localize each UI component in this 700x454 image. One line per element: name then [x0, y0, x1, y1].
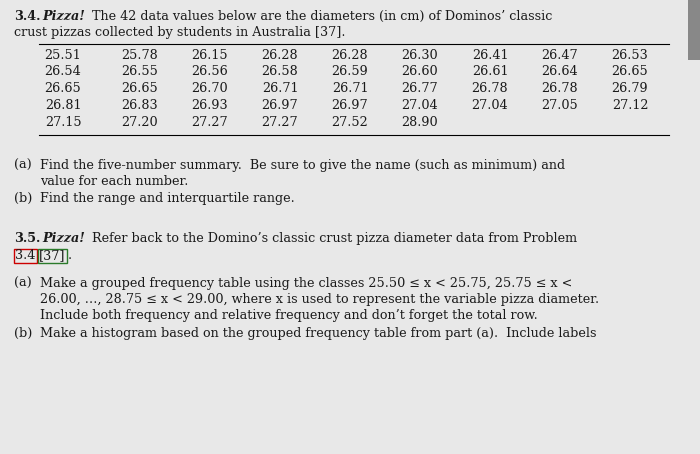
Text: 26.61: 26.61 — [472, 65, 508, 79]
Text: Find the range and interquartile range.: Find the range and interquartile range. — [40, 192, 295, 205]
Text: value for each number.: value for each number. — [40, 175, 188, 188]
Text: 26.65: 26.65 — [612, 65, 648, 79]
Text: 26.28: 26.28 — [332, 49, 368, 62]
Text: 26.78: 26.78 — [542, 82, 578, 95]
Text: (a): (a) — [14, 277, 32, 290]
Text: 26.97: 26.97 — [262, 99, 298, 112]
Text: 26.60: 26.60 — [402, 65, 438, 79]
Text: 26.00, …, 28.75 ≤ x < 29.00, where x is used to represent the variable pizza dia: 26.00, …, 28.75 ≤ x < 29.00, where x is … — [40, 293, 599, 306]
Text: 26.55: 26.55 — [122, 65, 158, 79]
Text: 26.93: 26.93 — [192, 99, 228, 112]
Text: 26.28: 26.28 — [262, 49, 298, 62]
Text: 26.56: 26.56 — [192, 65, 228, 79]
Text: Pizza!: Pizza! — [42, 10, 85, 23]
Text: (b): (b) — [14, 326, 32, 340]
Text: 26.65: 26.65 — [122, 82, 158, 95]
Text: 3.4: 3.4 — [15, 249, 35, 262]
Text: crust pizzas collected by students in Australia [37].: crust pizzas collected by students in Au… — [14, 26, 346, 39]
Text: 27.12: 27.12 — [612, 99, 648, 112]
Text: (b): (b) — [14, 192, 32, 205]
Text: Pizza!: Pizza! — [42, 232, 85, 245]
Text: Find the five-number summary.  Be sure to give the name (such as minimum) and: Find the five-number summary. Be sure to… — [40, 158, 565, 172]
Text: 26.53: 26.53 — [612, 49, 648, 62]
Text: 27.04: 27.04 — [402, 99, 438, 112]
Text: [37]: [37] — [38, 249, 65, 262]
Bar — [688, 0, 700, 60]
Text: 26.54: 26.54 — [45, 65, 81, 79]
Text: 26.79: 26.79 — [612, 82, 648, 95]
Text: Make a grouped frequency table using the classes 25.50 ≤ x < 25.75, 25.75 ≤ x <: Make a grouped frequency table using the… — [40, 277, 573, 290]
Text: Refer back to the Domino’s classic crust pizza diameter data from Problem: Refer back to the Domino’s classic crust… — [92, 232, 577, 245]
Text: 27.15: 27.15 — [45, 116, 81, 129]
Text: 26.71: 26.71 — [332, 82, 368, 95]
Text: 27.27: 27.27 — [192, 116, 228, 129]
Text: 27.05: 27.05 — [542, 99, 578, 112]
Text: 26.83: 26.83 — [122, 99, 158, 112]
Text: 26.30: 26.30 — [402, 49, 438, 62]
Text: (a): (a) — [14, 158, 32, 172]
Text: 26.70: 26.70 — [192, 82, 228, 95]
Text: 27.04: 27.04 — [472, 99, 508, 112]
Text: 26.41: 26.41 — [472, 49, 508, 62]
Text: 27.27: 27.27 — [262, 116, 298, 129]
Text: 26.59: 26.59 — [332, 65, 368, 79]
Text: 27.52: 27.52 — [332, 116, 368, 129]
Text: 3.4.: 3.4. — [14, 10, 41, 23]
Text: 25.51: 25.51 — [45, 49, 81, 62]
Text: .: . — [68, 249, 72, 262]
Text: 26.81: 26.81 — [45, 99, 81, 112]
Text: 28.90: 28.90 — [402, 116, 438, 129]
Text: 27.20: 27.20 — [122, 116, 158, 129]
Text: 3.5.: 3.5. — [14, 232, 41, 245]
Text: 26.64: 26.64 — [542, 65, 578, 79]
Text: Make a histogram based on the grouped frequency table from part (a).  Include la: Make a histogram based on the grouped fr… — [40, 326, 596, 340]
Text: 25.78: 25.78 — [122, 49, 158, 62]
Text: 26.78: 26.78 — [472, 82, 508, 95]
Text: The 42 data values below are the diameters (in cm) of Dominos’ classic: The 42 data values below are the diamete… — [92, 10, 552, 23]
Text: 26.97: 26.97 — [332, 99, 368, 112]
Text: 26.58: 26.58 — [262, 65, 298, 79]
Text: Include both frequency and relative frequency and don’t forget the total row.: Include both frequency and relative freq… — [40, 309, 538, 322]
Text: 26.71: 26.71 — [262, 82, 298, 95]
Text: 26.77: 26.77 — [402, 82, 438, 95]
Text: 26.15: 26.15 — [192, 49, 228, 62]
Text: 26.65: 26.65 — [45, 82, 81, 95]
Text: 26.47: 26.47 — [542, 49, 578, 62]
